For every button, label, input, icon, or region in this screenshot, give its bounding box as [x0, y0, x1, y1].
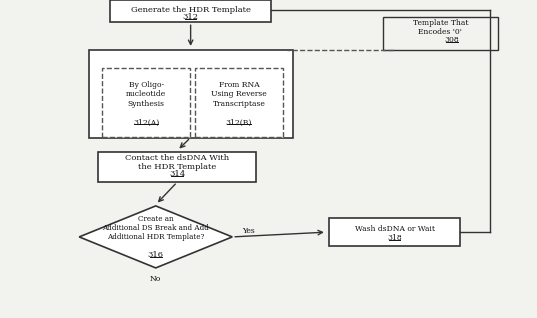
Text: Contact the dsDNA With
the HDR Template: Contact the dsDNA With the HDR Template	[125, 154, 229, 171]
Text: 308: 308	[445, 36, 460, 45]
Text: 314: 314	[169, 170, 185, 178]
Text: Yes: Yes	[242, 227, 255, 235]
Text: Template That
Encodes '0': Template That Encodes '0'	[412, 19, 468, 36]
Text: 312(B): 312(B)	[226, 118, 252, 127]
Text: Generate the HDR Template: Generate the HDR Template	[130, 5, 251, 14]
FancyBboxPatch shape	[98, 152, 257, 182]
FancyBboxPatch shape	[382, 17, 498, 50]
FancyBboxPatch shape	[89, 50, 293, 137]
Text: Wash dsDNA or Wait: Wash dsDNA or Wait	[355, 225, 434, 233]
FancyBboxPatch shape	[102, 68, 191, 136]
Text: 318: 318	[387, 234, 402, 242]
FancyBboxPatch shape	[110, 0, 271, 22]
Polygon shape	[79, 206, 232, 268]
FancyBboxPatch shape	[329, 218, 461, 246]
Text: From RNA
Using Reverse
Transcriptase: From RNA Using Reverse Transcriptase	[211, 81, 267, 108]
Text: 312(A): 312(A)	[133, 118, 159, 127]
FancyBboxPatch shape	[194, 68, 284, 136]
Text: 312: 312	[183, 13, 199, 21]
Text: By Oligo-
nucleotide
Synthesis: By Oligo- nucleotide Synthesis	[126, 81, 166, 108]
Text: 316: 316	[148, 251, 164, 259]
Text: Create an
Additional DS Break and Add
Additional HDR Template?: Create an Additional DS Break and Add Ad…	[102, 215, 209, 241]
Text: No: No	[150, 275, 161, 283]
